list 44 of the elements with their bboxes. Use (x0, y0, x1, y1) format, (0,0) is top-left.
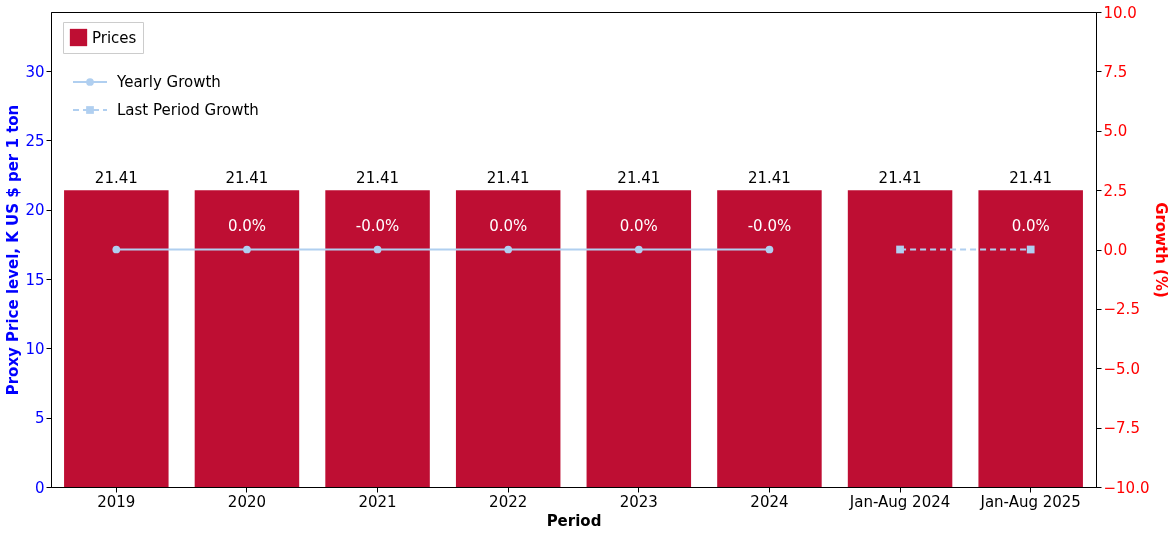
x-axis-title: Period (546, 511, 602, 530)
x-tick-label: 2024 (750, 492, 789, 511)
y-tick-label: 25 (25, 131, 45, 150)
y-axis-title: Proxy Price level, K US $ per 1 ton (4, 104, 23, 396)
data-label: 0.0% (1011, 216, 1050, 235)
x-tick-label: 2021 (358, 492, 397, 511)
legend-label: Last Period Growth (117, 101, 259, 119)
x-tick-label: 2022 (489, 492, 528, 511)
y2-tick-label: 7.5 (1103, 62, 1128, 81)
data-label: 0.0% (227, 216, 266, 235)
y2-tick-label: 0.0 (1103, 241, 1128, 259)
data-label: -0.0% (355, 216, 400, 235)
y2-tick-label: −5.0 (1103, 359, 1140, 378)
y-tick-label: 20 (25, 201, 45, 220)
data-label: 21.41 (747, 169, 791, 188)
legend-label: Yearly Growth (116, 73, 221, 91)
data-label: -0.0% (747, 216, 792, 235)
y-tick-label: 10 (25, 339, 45, 358)
x-tick-label: 2019 (97, 492, 136, 511)
y2-tick-label: 2.5 (1103, 181, 1128, 200)
y-tick-label: 5 (34, 409, 45, 428)
y2-tick-label: 5.0 (1103, 122, 1128, 141)
y-tick-label: 30 (25, 62, 45, 81)
data-label: 21.41 (94, 169, 138, 188)
y-tick-label: 0 (34, 478, 45, 497)
y2-tick-label: −2.5 (1103, 300, 1140, 319)
data-label: 21.41 (486, 169, 530, 188)
data-label: 21.41 (356, 169, 400, 188)
x-tick-label: Jan-Aug 2025 (979, 492, 1081, 511)
legend-label: Prices (92, 28, 137, 47)
y2-axis-title: Growth (%) (1152, 202, 1171, 298)
data-label: 21.41 (225, 169, 269, 188)
x-tick-label: 2020 (227, 492, 267, 511)
y2-tick-label: −10.0 (1103, 478, 1150, 497)
data-label: 21.41 (1009, 169, 1053, 188)
y2-tick-label: −7.5 (1103, 419, 1140, 438)
y2-tick-label: 10.0 (1103, 3, 1137, 22)
data-label: 0.0% (619, 216, 658, 235)
x-tick-label: Jan-Aug 2024 (848, 492, 951, 511)
y-tick-label: 15 (25, 270, 45, 289)
data-label: 0.0% (489, 216, 528, 235)
data-label: 21.41 (617, 169, 661, 188)
x-tick-label: 2023 (619, 492, 658, 511)
data-label: 21.41 (878, 169, 922, 188)
